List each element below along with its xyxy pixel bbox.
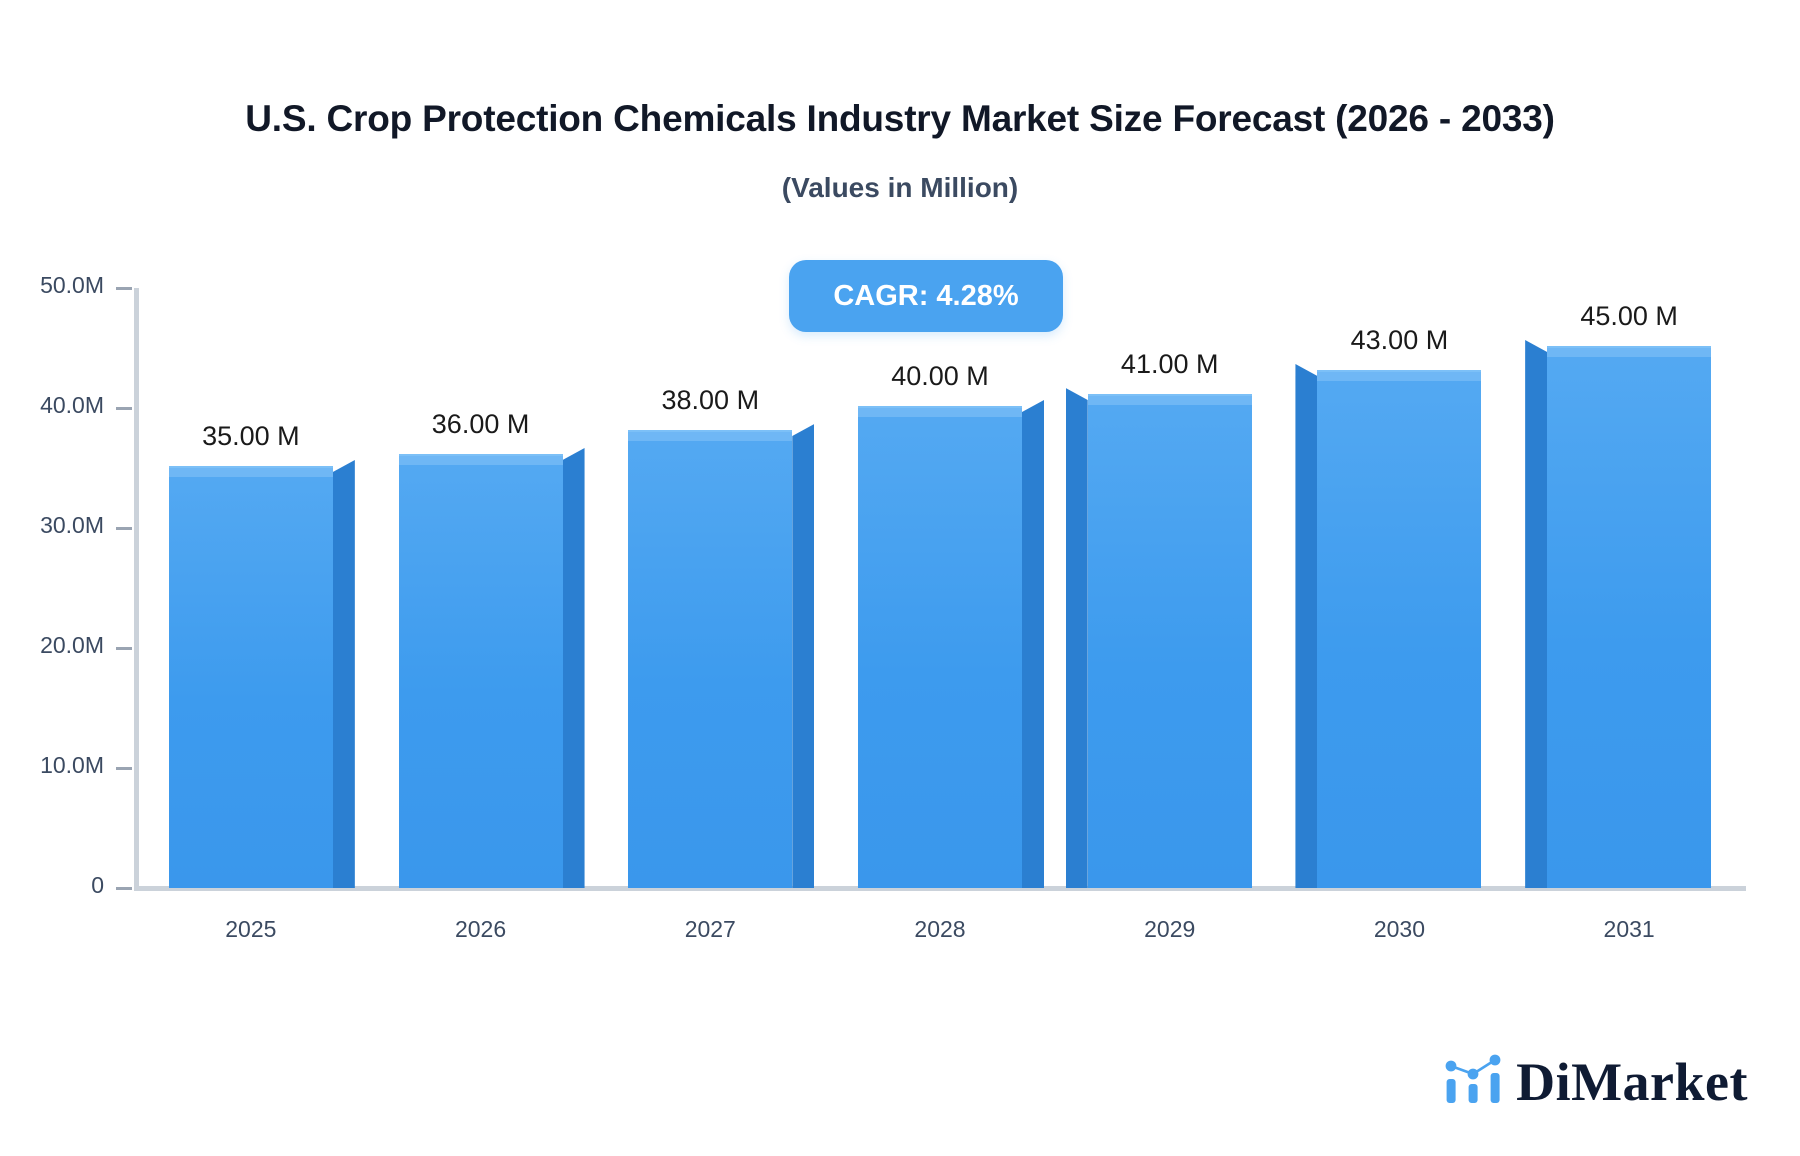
bar-top-face bbox=[858, 406, 1022, 417]
x-axis-tick-label-2028: 2028 bbox=[914, 916, 966, 942]
bar-top-face bbox=[398, 454, 563, 465]
bar-front-face bbox=[1547, 348, 1712, 888]
page-title: U.S. Crop Protection Chemicals Industry … bbox=[245, 98, 1555, 139]
bar-side-face bbox=[792, 424, 815, 888]
bar-front-face bbox=[398, 456, 563, 888]
logo-text: DiMarket bbox=[1516, 1051, 1748, 1112]
x-axis-tick-label-2030: 2030 bbox=[1373, 916, 1425, 942]
y-axis-tick-mark bbox=[116, 887, 132, 890]
x-axis-tick-label-2029: 2029 bbox=[1144, 916, 1196, 942]
y-axis-tick-mark bbox=[116, 527, 132, 530]
x-axis-tick-label-2025: 2025 bbox=[225, 916, 277, 942]
bar-2027[interactable]: 38.00 M bbox=[628, 385, 815, 888]
bar-top-face bbox=[1547, 346, 1712, 357]
bar-top-face bbox=[1317, 370, 1482, 381]
y-axis-tick-label: 20.0M bbox=[40, 632, 104, 658]
y-axis-tick-mark bbox=[116, 407, 132, 410]
y-axis-line bbox=[134, 288, 139, 890]
bar-side-face bbox=[1295, 364, 1318, 888]
bar-value-label: 40.00 M bbox=[891, 361, 989, 391]
y-axis-tick-label: 30.0M bbox=[40, 512, 104, 538]
y-axis-tick-mark bbox=[116, 767, 132, 770]
y-axis-tick-label: 40.0M bbox=[40, 392, 104, 418]
bar-front-face bbox=[1087, 396, 1252, 888]
x-axis-tick-label-2026: 2026 bbox=[454, 916, 507, 942]
bar-2031[interactable]: 45.00 M bbox=[1525, 301, 1712, 888]
x-axis-tick-label-2027: 2027 bbox=[684, 916, 736, 942]
bar-value-label: 36.00 M bbox=[431, 409, 530, 439]
y-axis-tick-mark bbox=[116, 287, 132, 290]
bar-top-face bbox=[1087, 394, 1252, 405]
chart-plot-area: 35.00 M 36.00 M 38.00 M 40.00 M 41.00 M 43.00… bbox=[136, 288, 1744, 888]
bar-top-face bbox=[168, 466, 333, 477]
bar-value-label: 35.00 M bbox=[202, 421, 300, 451]
bar-value-label: 45.00 M bbox=[1580, 301, 1678, 331]
bar-front-face bbox=[628, 432, 793, 888]
bar-front-face bbox=[858, 408, 1022, 888]
cagr-badge-label: CAGR: 4.28% bbox=[833, 279, 1019, 312]
brand-logo: DiMarket bbox=[1444, 1053, 1748, 1110]
x-axis-line bbox=[134, 886, 1746, 891]
y-axis-tick-mark bbox=[116, 647, 132, 650]
bar-2026[interactable]: 36.00 M bbox=[398, 409, 585, 888]
y-axis-tick-label: 50.0M bbox=[40, 272, 104, 298]
bar-2028[interactable]: 40.00 M bbox=[858, 361, 1044, 888]
bar-2030[interactable]: 43.00 M bbox=[1295, 325, 1482, 888]
bar-front-face bbox=[1317, 372, 1482, 888]
bar-2025[interactable]: 35.00 M bbox=[168, 421, 355, 888]
bar-value-label: 38.00 M bbox=[661, 385, 760, 415]
cagr-badge: CAGR: 4.28% bbox=[789, 260, 1063, 332]
y-axis-tick-label: 0 bbox=[91, 872, 104, 898]
bar-value-label: 41.00 M bbox=[1120, 349, 1219, 379]
bar-side-face bbox=[1065, 388, 1088, 888]
y-axis-tick-label: 10.0M bbox=[40, 752, 104, 778]
bar-chart-icon bbox=[1444, 1053, 1502, 1110]
bar-side-face bbox=[332, 460, 355, 888]
chart-subtitle: (Values in Million) bbox=[781, 172, 1019, 203]
bar-value-label: 43.00 M bbox=[1350, 325, 1449, 355]
bar-side-face bbox=[1022, 400, 1044, 888]
bar-2029[interactable]: 41.00 M bbox=[1065, 349, 1252, 888]
bar-side-face bbox=[562, 448, 585, 888]
bar-side-face bbox=[1525, 340, 1548, 888]
bar-top-face bbox=[628, 430, 793, 441]
x-axis-tick-label-2031: 2031 bbox=[1603, 916, 1655, 942]
bar-front-face bbox=[168, 468, 333, 888]
